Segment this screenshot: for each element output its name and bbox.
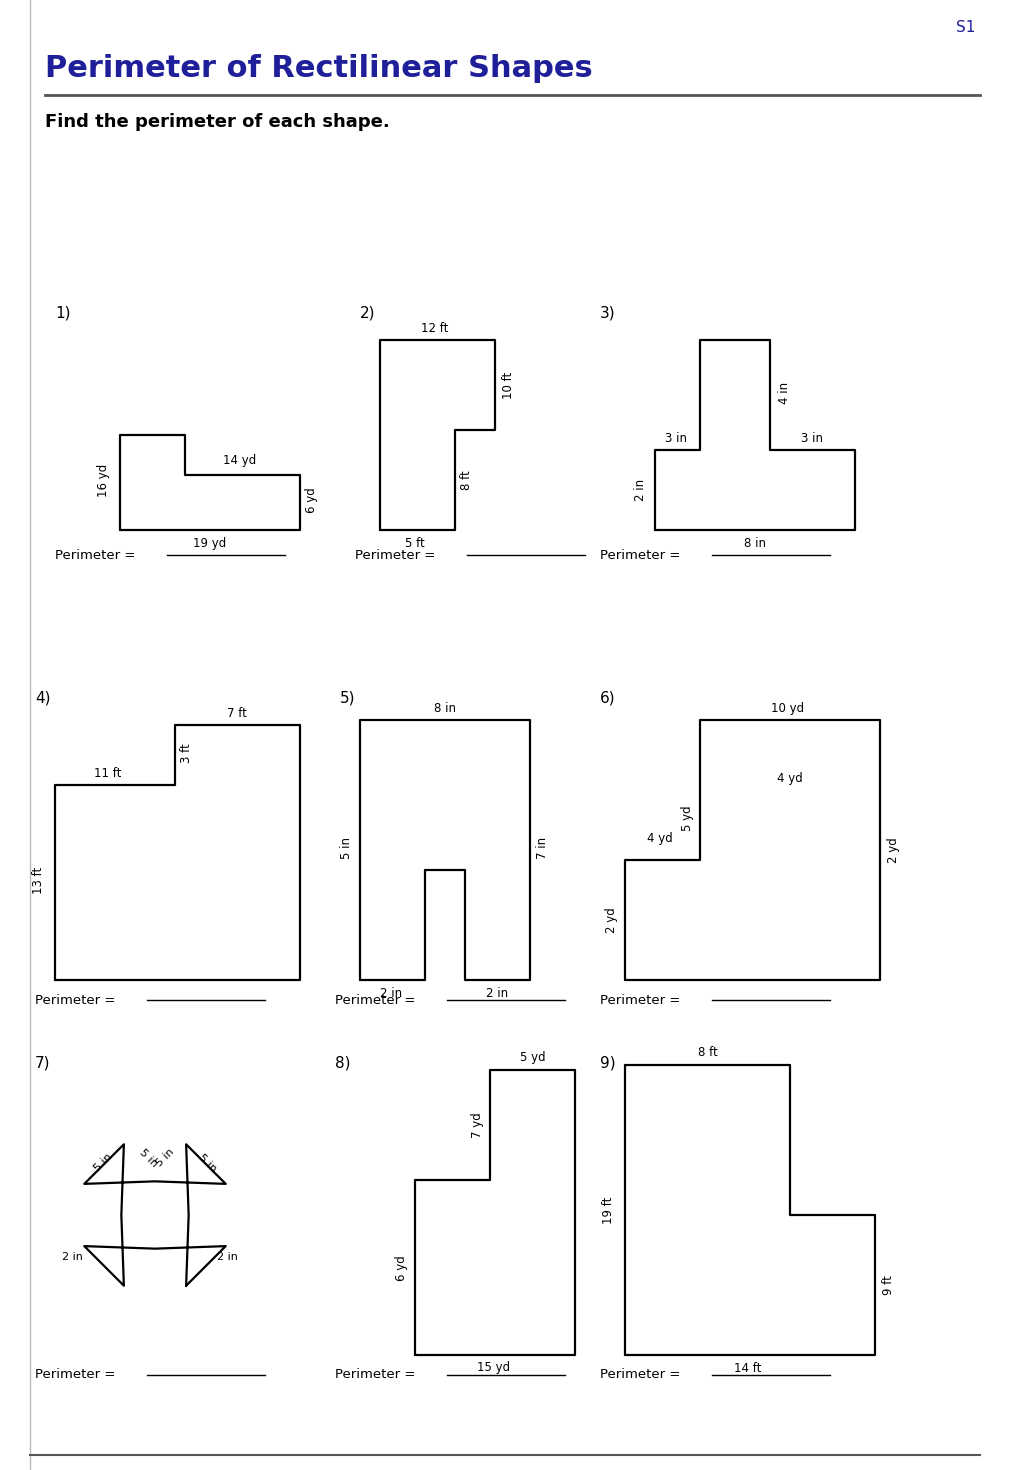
Text: 8 ft: 8 ft: [461, 470, 473, 490]
Text: 6): 6): [600, 689, 615, 706]
Text: Perimeter of Rectilinear Shapes: Perimeter of Rectilinear Shapes: [45, 53, 593, 82]
Text: 8): 8): [335, 1055, 350, 1070]
Text: 5 in: 5 in: [197, 1152, 218, 1175]
Text: Perimeter =: Perimeter =: [335, 1369, 420, 1382]
Text: 5 in: 5 in: [137, 1147, 159, 1169]
Text: 15 yd: 15 yd: [477, 1361, 511, 1374]
Text: 4): 4): [35, 689, 50, 706]
Text: 9): 9): [600, 1055, 615, 1070]
Text: 2 yd: 2 yd: [887, 836, 899, 863]
Text: Perimeter =: Perimeter =: [35, 1369, 120, 1382]
Text: 19 yd: 19 yd: [194, 537, 226, 550]
Text: 5 in: 5 in: [92, 1152, 114, 1175]
Text: Perimeter =: Perimeter =: [335, 994, 420, 1007]
Text: 19 ft: 19 ft: [602, 1197, 615, 1223]
Text: 5 yd: 5 yd: [520, 1051, 546, 1064]
Text: 3 ft: 3 ft: [180, 744, 194, 763]
Text: 8 in: 8 in: [744, 537, 766, 550]
Text: 8 ft: 8 ft: [698, 1047, 718, 1060]
Text: Perimeter =: Perimeter =: [55, 548, 139, 562]
Text: 5 ft: 5 ft: [406, 537, 425, 550]
Text: 2 in: 2 in: [380, 986, 402, 1000]
Text: 5): 5): [340, 689, 355, 706]
Text: 2 in: 2 in: [635, 479, 647, 501]
Text: 2): 2): [360, 304, 376, 320]
Text: 10 yd: 10 yd: [771, 701, 805, 714]
Text: 6 yd: 6 yd: [394, 1255, 408, 1280]
Text: 4 yd: 4 yd: [647, 832, 673, 844]
Text: 7 in: 7 in: [537, 836, 550, 858]
Text: Perimeter =: Perimeter =: [600, 994, 685, 1007]
Text: S1: S1: [955, 21, 975, 35]
Text: 4 yd: 4 yd: [777, 772, 803, 785]
Text: 2 yd: 2 yd: [604, 907, 617, 933]
Text: 14 ft: 14 ft: [734, 1361, 762, 1374]
Text: 5 in: 5 in: [155, 1147, 176, 1169]
Text: 6 yd: 6 yd: [305, 487, 318, 513]
Text: 4 in: 4 in: [777, 382, 791, 404]
Text: 3): 3): [600, 304, 615, 320]
Text: 5 in: 5 in: [340, 836, 352, 858]
Text: Find the perimeter of each shape.: Find the perimeter of each shape.: [45, 113, 390, 131]
Text: 2 in: 2 in: [486, 986, 508, 1000]
Text: 5 yd: 5 yd: [682, 806, 694, 831]
Text: 7): 7): [35, 1055, 50, 1070]
Text: Perimeter =: Perimeter =: [600, 548, 685, 562]
Text: 9 ft: 9 ft: [883, 1274, 896, 1295]
Text: 8 in: 8 in: [434, 701, 456, 714]
Text: 3 in: 3 in: [801, 432, 823, 444]
Text: 14 yd: 14 yd: [223, 454, 257, 466]
Text: 16 yd: 16 yd: [97, 463, 111, 497]
Text: Perimeter =: Perimeter =: [35, 994, 120, 1007]
Text: 7 yd: 7 yd: [470, 1113, 483, 1138]
Text: 3 in: 3 in: [665, 432, 687, 444]
Text: 13 ft: 13 ft: [32, 866, 44, 894]
Text: 11 ft: 11 ft: [94, 766, 122, 779]
Text: 12 ft: 12 ft: [421, 322, 449, 335]
Text: 7 ft: 7 ft: [227, 707, 247, 719]
Text: 10 ft: 10 ft: [502, 372, 514, 398]
Text: 2 in: 2 in: [61, 1252, 83, 1263]
Text: Perimeter =: Perimeter =: [355, 548, 439, 562]
Text: Perimeter =: Perimeter =: [600, 1369, 685, 1382]
Text: 2 in: 2 in: [216, 1252, 238, 1263]
Text: 1): 1): [55, 304, 71, 320]
